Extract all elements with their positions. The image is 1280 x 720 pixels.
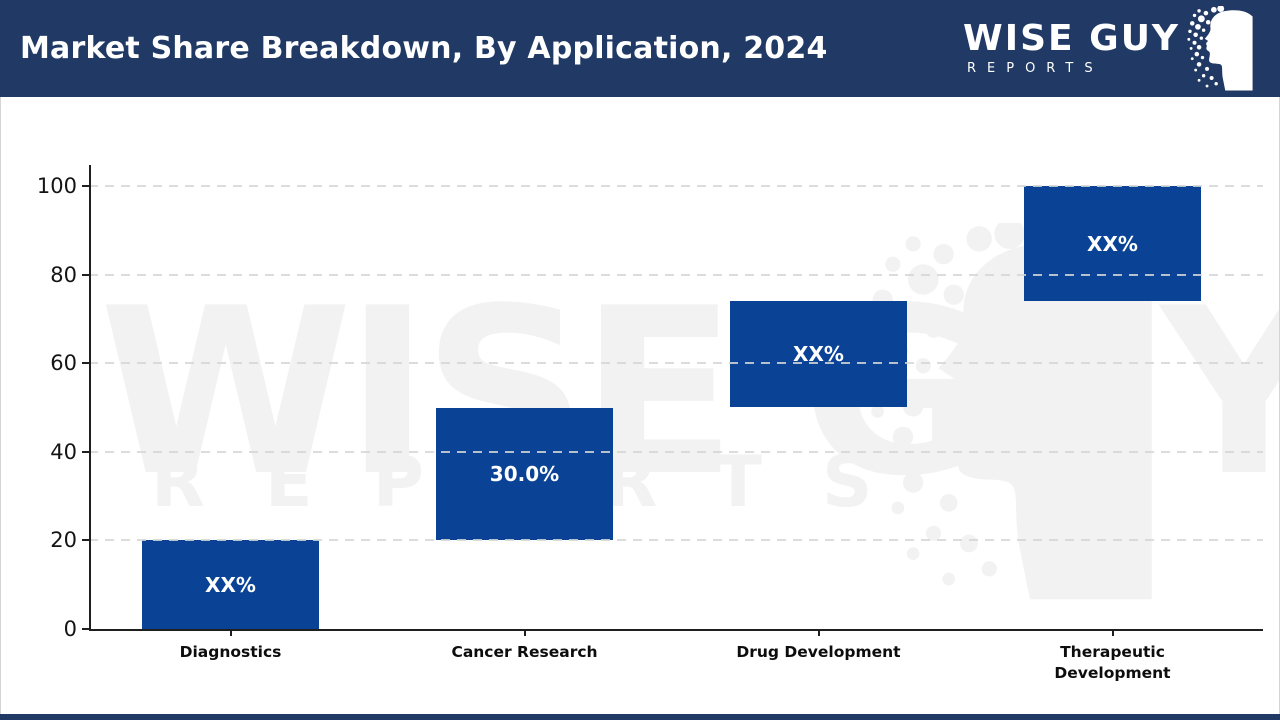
bar-value-label: 30.0% [489, 461, 560, 486]
bar-segment [436, 407, 613, 541]
x-tick-mark [1111, 629, 1114, 636]
y-tick-label: 60 [50, 351, 77, 376]
page-title: Market Share Breakdown, By Application, … [20, 31, 828, 66]
bar-value-label: XX% [205, 572, 256, 597]
x-tick-mark [229, 629, 232, 636]
y-tick-mark [81, 185, 89, 187]
x-tick-mark [817, 629, 820, 636]
y-tick-label: 40 [50, 439, 77, 464]
y-tick-label: 100 [36, 174, 77, 198]
y-tick-label: 80 [50, 262, 77, 287]
x-tick-mark [523, 629, 526, 636]
logo-face-icon [1187, 5, 1253, 91]
bar-segment [1024, 186, 1201, 302]
y-tick-label: 20 [50, 528, 77, 553]
gridline [88, 539, 1263, 542]
y-tick-mark [81, 628, 89, 630]
gridline [88, 185, 1263, 187]
chart-area: WISE GUY REPORTS 020406080100XX%Diagnost… [0, 97, 1280, 714]
logo-wordmark: WISE GUY REPORTS [962, 18, 1180, 77]
gridline [88, 273, 1263, 276]
bar-value-label: XX% [793, 342, 844, 367]
y-tick-label: 0 [63, 617, 77, 641]
bar-segment [142, 540, 319, 629]
bar-segment [730, 301, 907, 408]
category-label: Drug Development [736, 643, 901, 661]
y-tick-mark [81, 450, 89, 453]
category-label: Diagnostics [179, 643, 282, 661]
y-tick-mark [81, 273, 89, 276]
gridline [88, 362, 1263, 365]
y-tick-mark [81, 539, 89, 542]
logo-sub-text: REPORTS [966, 61, 1104, 76]
category-label: Cancer Research [451, 643, 598, 661]
wiseguy-logo: WISE GUY REPORTS [962, 5, 1256, 92]
gridline [88, 450, 1263, 453]
header: Market Share Breakdown, By Application, … [0, 0, 1280, 97]
y-tick-mark [81, 362, 89, 365]
x-axis-line [88, 628, 1263, 631]
category-label: Therapeutic Development [1054, 643, 1171, 682]
logo-brand-text: WISE GUY [962, 18, 1180, 59]
y-axis-line [88, 165, 91, 631]
bar-value-label: XX% [1087, 231, 1138, 256]
footer-stripe [0, 714, 1280, 720]
